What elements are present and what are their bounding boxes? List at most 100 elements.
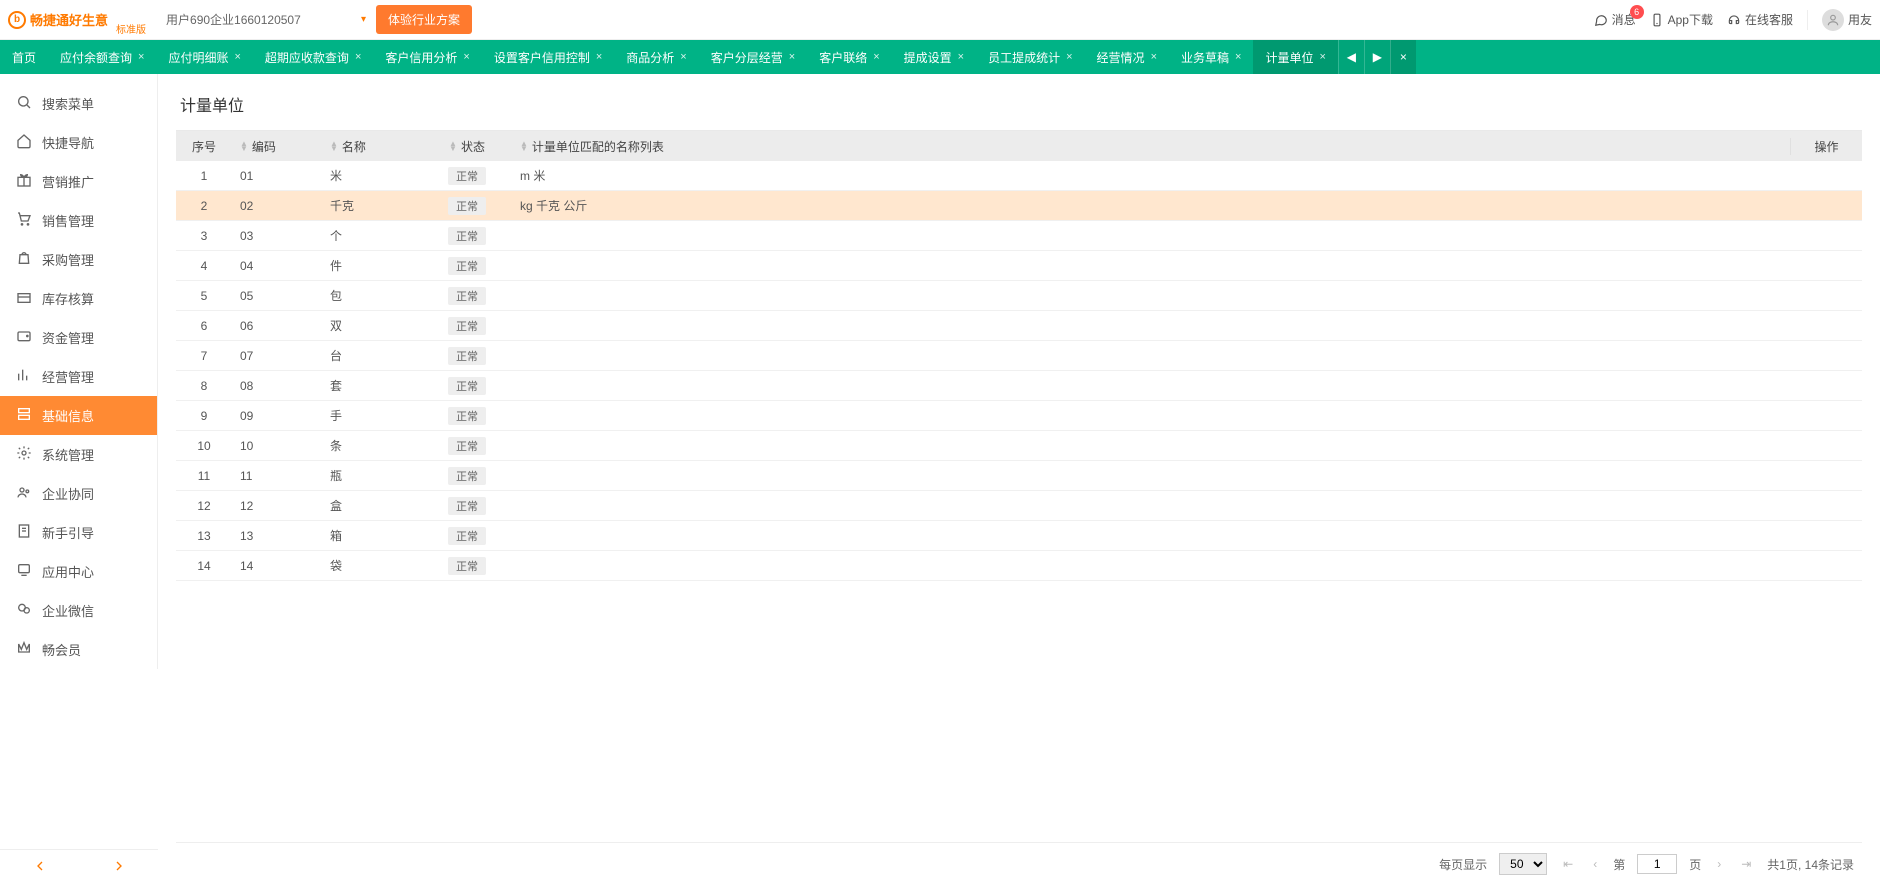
col-name[interactable]: ▲▼名称 [322,138,422,155]
sidebar-item-wechat[interactable]: 企业微信 [0,591,157,630]
cell-seq: 1 [176,169,232,183]
tab-4[interactable]: 客户信用分析× [373,40,481,74]
cell-status: 正常 [422,527,512,545]
sidebar-item-app[interactable]: 应用中心 [0,552,157,591]
tab-5[interactable]: 设置客户信用控制× [482,40,614,74]
cell-match: m 米 [512,167,1790,184]
sidebar-item-gift[interactable]: 营销推广 [0,162,157,201]
app-download-button[interactable]: App下载 [1650,11,1713,28]
cell-status: 正常 [422,557,512,575]
last-page-button[interactable]: ⇥ [1737,857,1755,871]
table-row[interactable]: 1313箱正常 [176,521,1862,551]
sidebar-item-guide[interactable]: 新手引导 [0,513,157,552]
tab-12[interactable]: 业务草稿× [1169,40,1253,74]
tab-6[interactable]: 商品分析× [614,40,698,74]
table-row[interactable]: 303个正常 [176,221,1862,251]
close-icon[interactable]: × [789,51,795,63]
sidebar-item-chart[interactable]: 经营管理 [0,357,157,396]
table-row[interactable]: 1414袋正常 [176,551,1862,581]
tabs-close-all[interactable]: × [1390,40,1416,74]
cell-code: 03 [232,229,322,243]
prev-page-button[interactable]: ‹ [1589,857,1601,871]
tab-label: 客户联络 [819,49,867,66]
close-icon[interactable]: × [596,51,602,63]
table-row[interactable]: 202千克正常kg 千克 公斤 [176,191,1862,221]
sidebar-item-search[interactable]: 搜索菜单 [0,84,157,123]
tab-0[interactable]: 首页 [0,40,48,74]
tab-11[interactable]: 经营情况× [1085,40,1169,74]
table-row[interactable]: 101米正常m 米 [176,161,1862,191]
tab-2[interactable]: 应付明细账× [156,40,252,74]
tab-label: 超期应收款查询 [265,49,349,66]
page-input[interactable] [1637,854,1677,874]
table-row[interactable]: 505包正常 [176,281,1862,311]
topbar: b 畅捷通好生意 标准版 用户690企业1660120507 ▾ 体验行业方案 … [0,0,1880,40]
tab-3[interactable]: 超期应收款查询 × [253,40,373,74]
sidebar-item-wallet[interactable]: 资金管理 [0,318,157,357]
user-menu[interactable]: 用友 [1822,9,1872,31]
col-status[interactable]: ▲▼状态 [422,138,512,155]
close-icon[interactable]: × [1319,51,1325,63]
table-header: 序号 ▲▼编码 ▲▼名称 ▲▼状态 ▲▼计量单位匹配的名称列表 操作 [176,131,1862,161]
table-row[interactable]: 1010条正常 [176,431,1862,461]
sidebar-item-box[interactable]: 库存核算 [0,279,157,318]
table-row[interactable]: 909手正常 [176,401,1862,431]
tab-9[interactable]: 提成设置× [892,40,976,74]
close-icon[interactable]: × [1151,51,1157,63]
close-icon[interactable]: × [1235,51,1241,63]
per-page-select[interactable]: 50 [1499,853,1547,875]
col-seq[interactable]: 序号 [176,138,232,155]
db-icon [16,406,32,425]
tabs-scroll-right[interactable]: ▶ [1364,40,1390,74]
cell-status: 正常 [422,227,512,245]
cell-name: 盒 [322,497,422,514]
table-row[interactable]: 1212盒正常 [176,491,1862,521]
app-download-label: App下载 [1668,11,1713,28]
status-badge: 正常 [448,407,486,425]
tab-1[interactable]: 应付余额查询× [48,40,156,74]
next-page-button[interactable]: › [1713,857,1725,871]
sidebar-item-gear[interactable]: 系统管理 [0,435,157,474]
tab-13[interactable]: 计量单位× [1253,40,1337,74]
close-icon[interactable]: × [234,51,240,63]
close-icon[interactable]: × [958,51,964,63]
table-row[interactable]: 1111瓶正常 [176,461,1862,491]
tabs-scroll-left[interactable]: ◀ [1338,40,1364,74]
table-row[interactable]: 707台正常 [176,341,1862,371]
table-row[interactable]: 404件正常 [176,251,1862,281]
close-icon[interactable]: × [138,51,144,63]
company-select[interactable]: 用户690企业1660120507 ▾ [166,11,366,28]
sidebar-item-db[interactable]: 基础信息 [0,396,157,435]
page-suffix: 页 [1689,856,1701,873]
logo-icon: b [8,11,26,29]
col-code[interactable]: ▲▼编码 [232,138,322,155]
logo[interactable]: b 畅捷通好生意 [8,10,108,29]
table-row[interactable]: 606双正常 [176,311,1862,341]
cell-code: 11 [232,469,322,483]
first-page-button[interactable]: ⇤ [1559,857,1577,871]
avatar-icon [1822,9,1844,31]
sidebar-item-team[interactable]: 企业协同 [0,474,157,513]
sidebar-item-bag[interactable]: 采购管理 [0,240,157,279]
messages-button[interactable]: 消息 6 [1594,11,1636,28]
col-match[interactable]: ▲▼计量单位匹配的名称列表 [512,138,1790,155]
close-icon[interactable]: × [1066,51,1072,63]
sidebar-item-cart[interactable]: 销售管理 [0,201,157,240]
chart-icon [16,367,32,386]
sidebar-collapse-icon[interactable] [32,858,48,877]
close-icon[interactable]: × [873,51,879,63]
close-icon[interactable]: × [463,51,469,63]
try-plan-button[interactable]: 体验行业方案 [376,5,472,34]
online-service-button[interactable]: 在线客服 [1727,11,1793,28]
status-badge: 正常 [448,257,486,275]
tab-7[interactable]: 客户分层经营× [699,40,807,74]
sidebar-expand-icon[interactable] [111,858,127,877]
sidebar-item-home[interactable]: 快捷导航 [0,123,157,162]
tab-10[interactable]: 员工提成统计× [976,40,1084,74]
cell-name: 瓶 [322,467,422,484]
table-row[interactable]: 808套正常 [176,371,1862,401]
close-icon[interactable]: × [680,51,686,63]
close-icon[interactable]: × [355,51,361,63]
sidebar-item-vip[interactable]: 畅会员 [0,630,157,669]
tab-8[interactable]: 客户联络 × [807,40,891,74]
